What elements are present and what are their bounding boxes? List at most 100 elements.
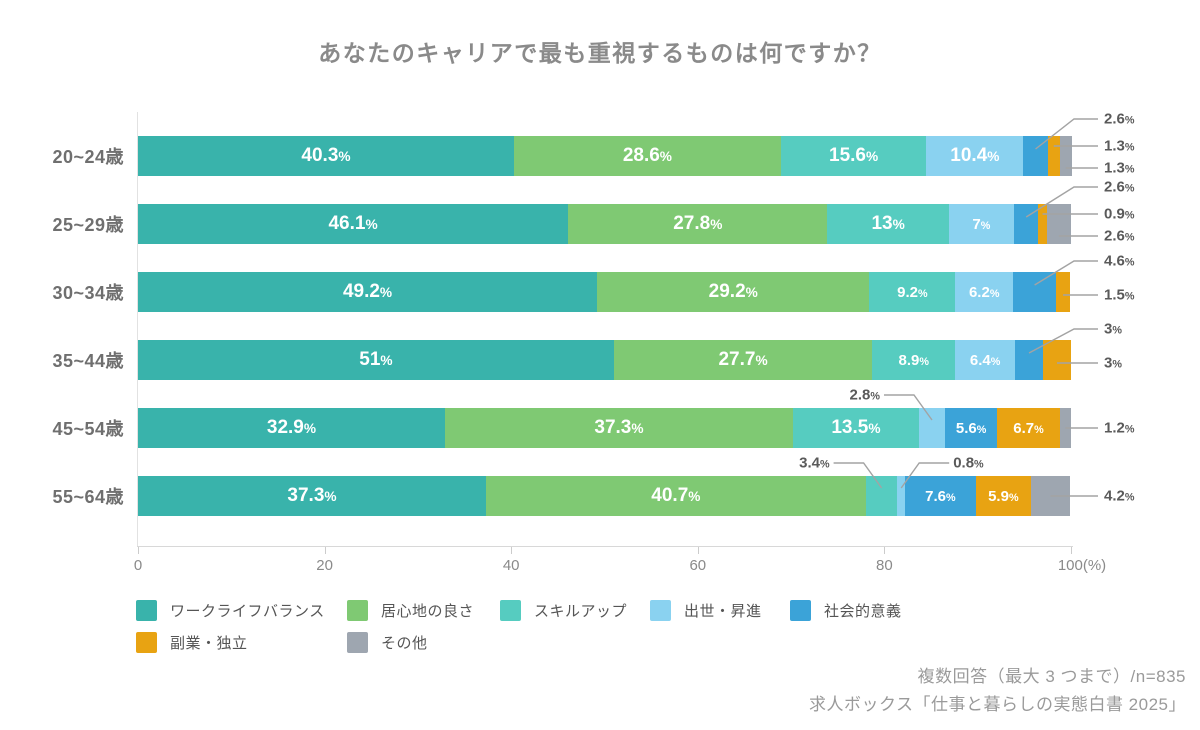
bar-segment: 40.7% (486, 476, 866, 516)
callout-label: 3% (1104, 354, 1122, 372)
segment-value-label: 40.7% (651, 485, 701, 506)
category-label: 45~54歳 (52, 419, 124, 439)
legend-label: スキルアップ (534, 603, 628, 620)
legend-label: 社会的意義 (824, 603, 902, 620)
segment-value-label: 7% (972, 215, 991, 233)
bar-segment: 13.5% (792, 408, 919, 448)
x-axis-tick (324, 547, 326, 554)
legend-swatch (790, 600, 811, 621)
callout-label: 0.9% (1104, 205, 1135, 223)
bar-segment: 8.9% (872, 340, 956, 380)
bar-segment: 7% (948, 204, 1015, 244)
segment-value-label: 46.1% (328, 213, 378, 234)
legend-swatch (136, 632, 157, 653)
bar-row: 32.9% 37.3% 13.5% 5.6% 6.7% (138, 408, 1071, 448)
callout-label: 1.3% (1104, 137, 1135, 155)
callout-label: 4.2% (1104, 487, 1135, 505)
callout-label: 2.6% (1104, 178, 1135, 196)
segment-value-label: 10.4% (950, 145, 1000, 166)
bar-segment: 6.2% (955, 272, 1014, 312)
bar-row: 49.2% 29.2% 9.2% 6.2% (138, 272, 1071, 312)
legend-item: 社会的意義 (790, 600, 902, 621)
bar-segment (1056, 272, 1071, 312)
bar-segment: 49.2% (138, 272, 598, 312)
segment-value-label: 6.4% (969, 351, 1001, 369)
legend-item: 出世・昇進 (650, 600, 762, 621)
callout-label: 4.6% (1104, 252, 1135, 270)
segment-value-label: 28.6% (622, 145, 672, 166)
bar-segment: 9.2% (869, 272, 956, 312)
legend-label: ワークライフバランス (170, 603, 325, 620)
x-axis-tick-label: 80 (876, 557, 893, 574)
category-label: 30~34歳 (52, 283, 124, 303)
bar-segment (1059, 136, 1072, 176)
segment-value-label: 37.3% (287, 485, 337, 506)
bar-segment: 27.8% (568, 204, 828, 244)
segment-value-label: 51% (359, 349, 393, 370)
callout-label: 1.3% (1104, 159, 1135, 177)
bar-segment: 6.4% (955, 340, 1015, 380)
bar-segment: 29.2% (597, 272, 870, 312)
x-axis-tick (1071, 547, 1072, 554)
segment-value-label: 27.8% (673, 213, 723, 234)
x-axis-tick (511, 547, 513, 554)
segment-value-label: 49.2% (342, 281, 393, 302)
bar-segment (1023, 136, 1048, 176)
bar-segment: 6.7% (997, 408, 1060, 448)
legend-swatch (347, 600, 368, 621)
category-label: 55~64歳 (52, 487, 124, 507)
chart-title: あなたのキャリアで最も重視するものは何ですか？ (318, 40, 882, 66)
legend-label: 出世・昇進 (684, 603, 762, 620)
x-axis-tick-label: 60 (689, 557, 707, 574)
segment-value-label: 5.6% (955, 419, 987, 437)
bar-segment (1013, 272, 1057, 312)
segment-value-label: 27.7% (718, 349, 768, 370)
bar-segment (865, 476, 898, 516)
bar-segment (918, 408, 946, 448)
callout-label: 1.2% (1104, 419, 1135, 437)
callout-label: 1.5% (1104, 286, 1135, 304)
segment-value-label: 40.3% (301, 145, 351, 166)
x-axis-tick-label: 40 (502, 557, 520, 574)
bar-row: 37.3% 40.7% 7.6% 5.9% (138, 476, 1071, 516)
bar-segment (1038, 204, 1047, 244)
callout-label: 0.8% (953, 454, 984, 472)
segment-value-label: 5.9% (988, 487, 1019, 505)
segment-value-label: 6.7% (1013, 419, 1044, 437)
segment-value-label: 9.2% (897, 283, 928, 301)
bar-row: 51% 27.7% 8.9% 6.4% (138, 340, 1071, 380)
segment-value-label: 7.6% (925, 487, 956, 505)
x-axis-tick-label: 100(%) (1057, 557, 1107, 574)
legend-swatch (347, 632, 368, 653)
legend-item: その他 (347, 632, 428, 653)
segment-value-label: 8.9% (898, 351, 930, 369)
bar-segment: 51% (138, 340, 614, 380)
x-axis-tick (697, 547, 699, 554)
footer-source: 求人ボックス「仕事と暮らしの実態白書 2025」 (808, 695, 1186, 714)
x-axis-tick-label: 20 (316, 557, 333, 574)
bar-segment (1030, 476, 1071, 516)
legend-swatch (650, 600, 671, 621)
bar-segment (1059, 408, 1071, 448)
callout-label: 2.8% (849, 386, 880, 404)
footer-note: 複数回答（最大 3 つまで）/n=835 (917, 667, 1186, 686)
bar-segment: 10.4% (926, 136, 1024, 176)
y-axis-line (137, 112, 138, 547)
bar-row: 40.3% 28.6% 15.6% 10.4% (138, 136, 1072, 176)
legend-swatch (500, 600, 521, 621)
callout-label: 2.6% (1104, 227, 1135, 245)
legend-item: ワークライフバランス (136, 600, 325, 621)
category-label: 25~29歳 (52, 215, 124, 235)
category-label: 35~44歳 (52, 351, 124, 371)
bar-segment (1014, 204, 1039, 244)
bar-segment (897, 476, 905, 516)
bar-segment: 15.6% (780, 136, 927, 176)
segment-value-label: 32.9% (266, 417, 317, 438)
bar-segment: 5.9% (975, 476, 1031, 516)
bar-segment: 40.3% (138, 136, 514, 176)
segment-value-label: 13.5% (831, 417, 881, 438)
bar-segment: 7.6% (904, 476, 976, 516)
legend-item: スキルアップ (500, 600, 627, 621)
bar-segment: 28.6% (513, 136, 781, 176)
